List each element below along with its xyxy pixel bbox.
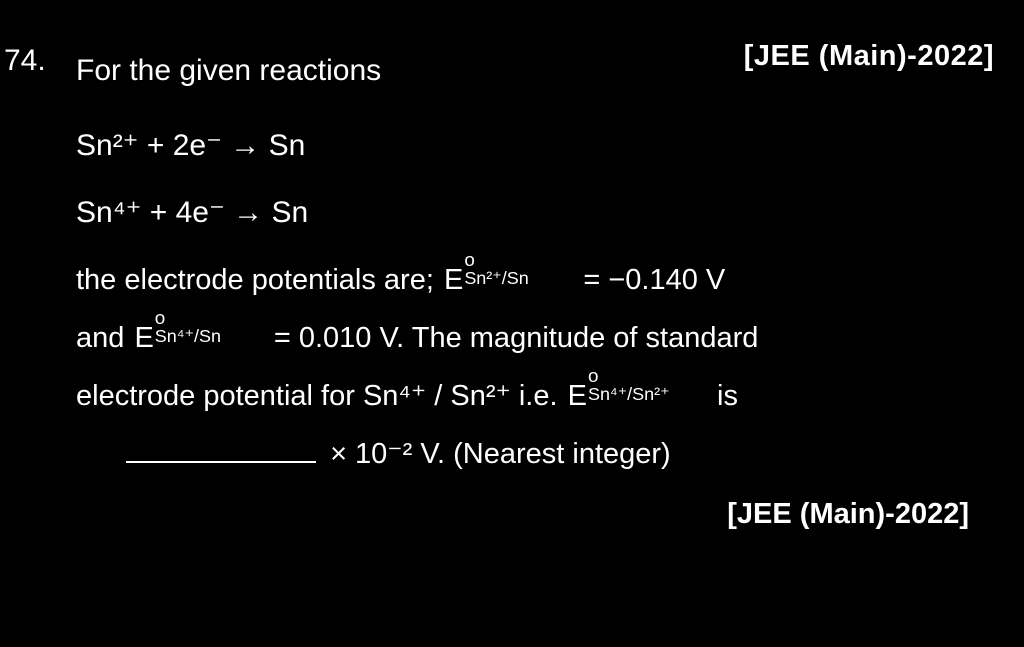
blank-suffix: × 10⁻² V. (Nearest integer): [330, 438, 671, 470]
para-pre: the electrode potentials are;: [76, 264, 442, 296]
para-and: and: [76, 322, 132, 354]
e1-sub: Sn²⁺/Sn: [464, 261, 528, 297]
e2-sub: Sn⁴⁺/Sn: [155, 319, 221, 355]
potential-e2: E o Sn⁴⁺/Sn: [134, 309, 153, 367]
e3-sub: Sn⁴⁺/Sn²⁺: [588, 377, 670, 413]
answer-blank[interactable]: [126, 435, 316, 463]
reaction-2: Sn⁴⁺ + 4e⁻ → Sn: [76, 184, 999, 241]
paragraph-1: the electrode potentials are; E o Sn²⁺/S…: [76, 251, 999, 483]
exam-tag-bottom: [JEE (Main)-2022]: [76, 487, 999, 542]
question-body: For the given reactions Sn²⁺ + 2e⁻ → Sn …: [76, 42, 1024, 542]
e2-value: = 0.010 V. The magnitude of standard: [274, 322, 759, 354]
potential-e1: E o Sn²⁺/Sn: [444, 251, 463, 309]
question-page: [JEE (Main)-2022] 74. For the given reac…: [0, 42, 1024, 647]
reaction-1: Sn²⁺ + 2e⁻ → Sn: [76, 117, 999, 174]
question-number: 74.: [0, 42, 76, 78]
e1-value: = −0.140 V: [583, 264, 725, 296]
question-row: 74. For the given reactions Sn²⁺ + 2e⁻ →…: [0, 42, 1024, 542]
potential-e3: E o Sn⁴⁺/Sn²⁺: [568, 367, 587, 425]
para2-post: is: [717, 380, 738, 412]
para2-pre: electrode potential for Sn⁴⁺ / Sn²⁺ i.e.: [76, 380, 566, 412]
e2-base: E: [134, 322, 153, 354]
e1-base: E: [444, 264, 463, 296]
exam-tag-top: [JEE (Main)-2022]: [744, 40, 994, 73]
e3-base: E: [568, 380, 587, 412]
